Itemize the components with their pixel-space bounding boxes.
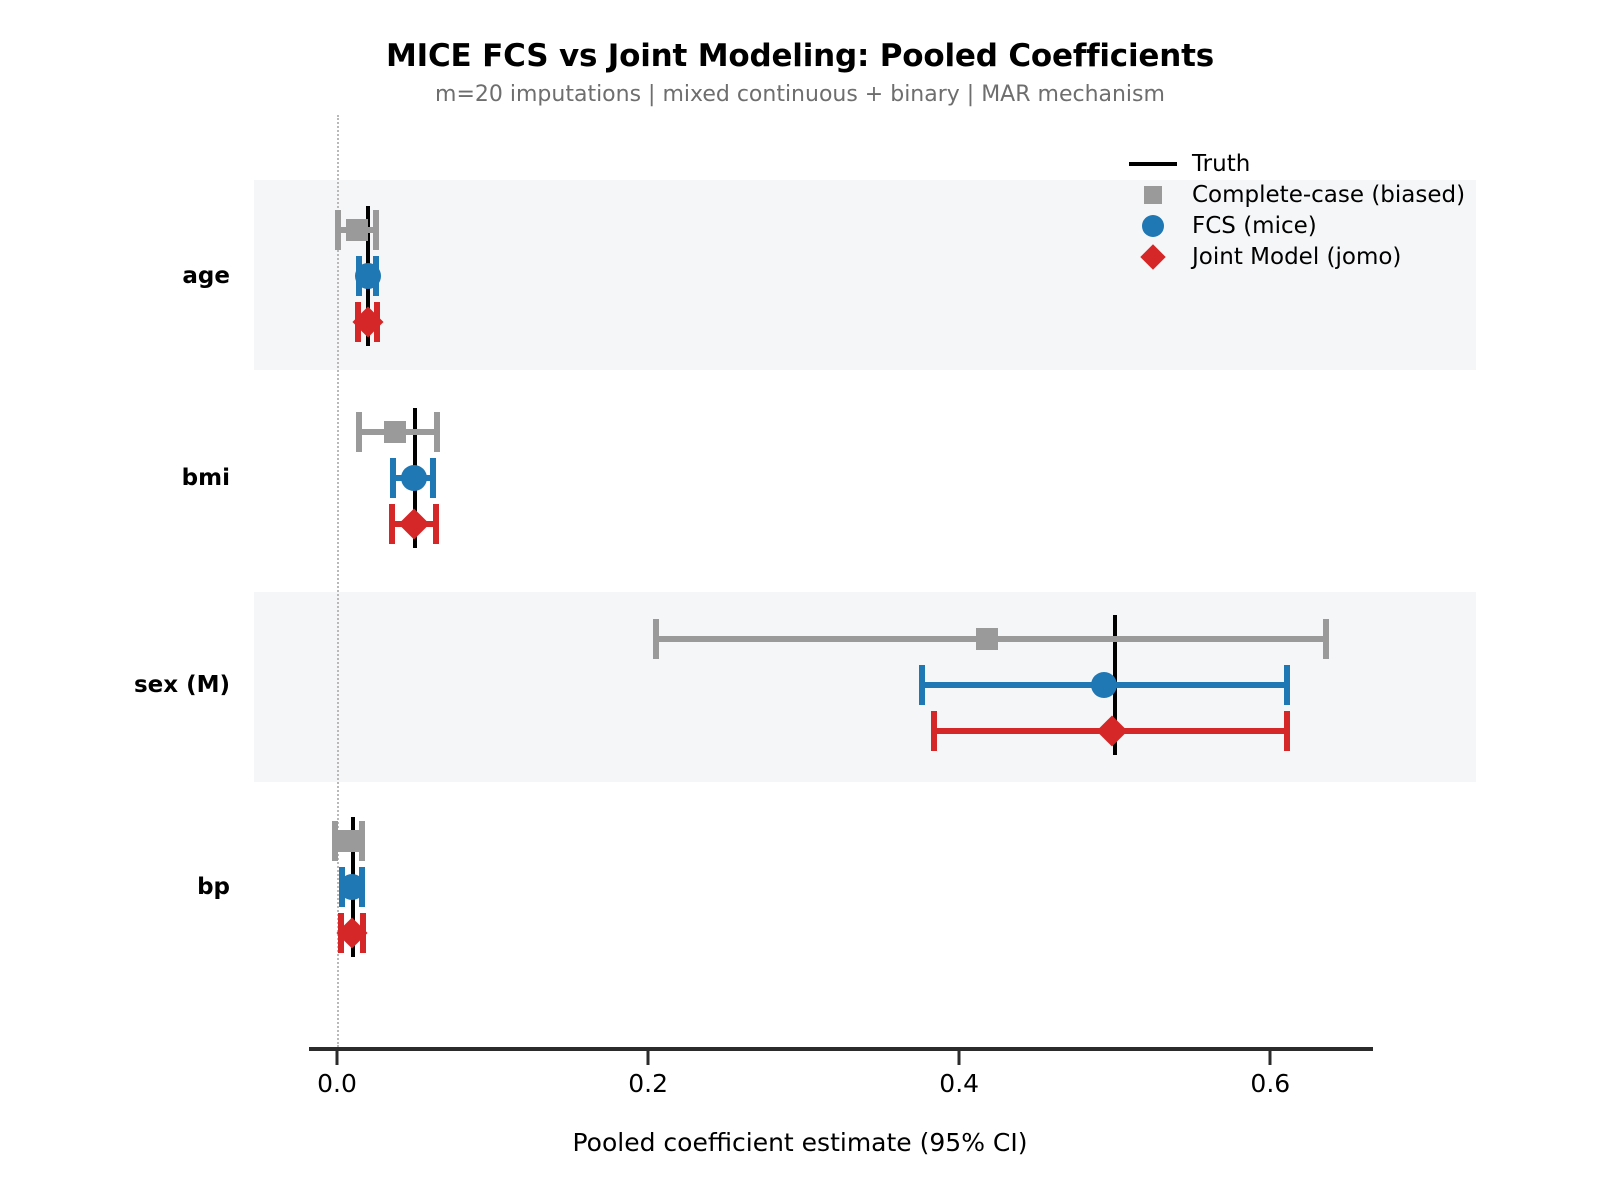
- x-tick-2: [957, 1051, 961, 1065]
- legend-item-jointmodeljomo: Joint Model (jomo): [1122, 241, 1542, 272]
- complete-case-age-ci-cap-low: [334, 210, 341, 250]
- legend-item-completecasebiased: Complete-case (biased): [1122, 179, 1542, 210]
- x-tick-label-3: 0.6: [1250, 1069, 1291, 1098]
- complete-case-sexm-marker: [976, 628, 999, 650]
- joint-model-bmi-ci-cap-high: [432, 504, 439, 544]
- row-band-sexm: [254, 592, 1476, 782]
- complete-case-bmi-ci-cap-high: [433, 412, 440, 452]
- complete-case-bp-ci-cap-low: [332, 821, 339, 861]
- complete-case-bp-ci-cap-high: [358, 821, 365, 861]
- legend-key-0: [1122, 161, 1184, 166]
- complete-case-sexm-ci-cap-high: [1323, 619, 1330, 659]
- legend-item-truth: Truth: [1122, 148, 1542, 179]
- y-axis-label-sexm: sex (M): [133, 672, 230, 698]
- legend-key-3: [1122, 243, 1184, 270]
- complete-case-age-marker: [346, 219, 369, 241]
- legend-line-icon: [1129, 161, 1177, 166]
- fcs-bmi-ci-cap-low: [389, 458, 396, 498]
- fcs-bp-marker: [339, 874, 366, 900]
- complete-case-bmi-ci-cap-low: [355, 412, 362, 452]
- joint-model-bmi-marker: [398, 508, 430, 540]
- fcs-bmi-marker: [400, 465, 427, 491]
- legend-circle-icon: [1142, 214, 1164, 237]
- fcs-age-marker: [354, 263, 381, 289]
- legend-key-1: [1122, 185, 1184, 204]
- row-band-age: [254, 180, 1476, 370]
- fcs-bmi-ci-cap-high: [430, 458, 437, 498]
- zero-reference-line: [337, 115, 339, 1047]
- legend-item-fcsmice: FCS (mice): [1122, 210, 1542, 241]
- page-subtitle: m=20 imputations | mixed continuous + bi…: [435, 82, 1165, 107]
- x-tick-0: [335, 1051, 339, 1065]
- legend: Truth Complete-case (biased) FCS (mice) Joi…: [1122, 148, 1542, 272]
- y-axis-label-bmi: bmi: [181, 465, 230, 491]
- fcs-sexm-ci-cap-low: [918, 665, 925, 705]
- legend-label-1: Complete-case (biased): [1192, 181, 1466, 208]
- page-title: MICE FCS vs Joint Modeling: Pooled Coeff…: [386, 38, 1214, 74]
- x-tick-label-1: 0.2: [628, 1069, 668, 1098]
- legend-key-2: [1122, 214, 1184, 237]
- legend-label-0: Truth: [1192, 150, 1251, 177]
- legend-label-2: FCS (mice): [1192, 212, 1317, 239]
- x-tick-label-2: 0.4: [939, 1069, 980, 1098]
- y-axis-label-age: age: [182, 263, 230, 289]
- complete-case-age-ci-cap-high: [372, 210, 379, 250]
- complete-case-sexm-ci-cap-low: [652, 619, 659, 659]
- joint-model-sexm-ci-cap-low: [931, 711, 938, 751]
- joint-model-sexm-ci-cap-high: [1284, 711, 1291, 751]
- fcs-sexm-marker: [1090, 672, 1117, 698]
- complete-case-bmi-marker: [383, 421, 406, 443]
- complete-case-bp-marker: [338, 830, 361, 852]
- x-tick-label-0: 0.0: [317, 1069, 357, 1098]
- legend-square-icon: [1144, 185, 1162, 204]
- y-axis-label-bp: bp: [197, 874, 230, 900]
- joint-model-bmi-ci-cap-low: [389, 504, 396, 544]
- x-axis-line: [309, 1047, 1373, 1051]
- x-tick-1: [646, 1051, 650, 1065]
- x-axis-title: Pooled coefficient estimate (95% CI): [572, 1128, 1028, 1157]
- legend-label-3: Joint Model (jomo): [1192, 243, 1402, 270]
- legend-diamond-icon: [1140, 243, 1166, 270]
- x-tick-3: [1268, 1051, 1272, 1065]
- fcs-sexm-ci-cap-high: [1284, 665, 1291, 705]
